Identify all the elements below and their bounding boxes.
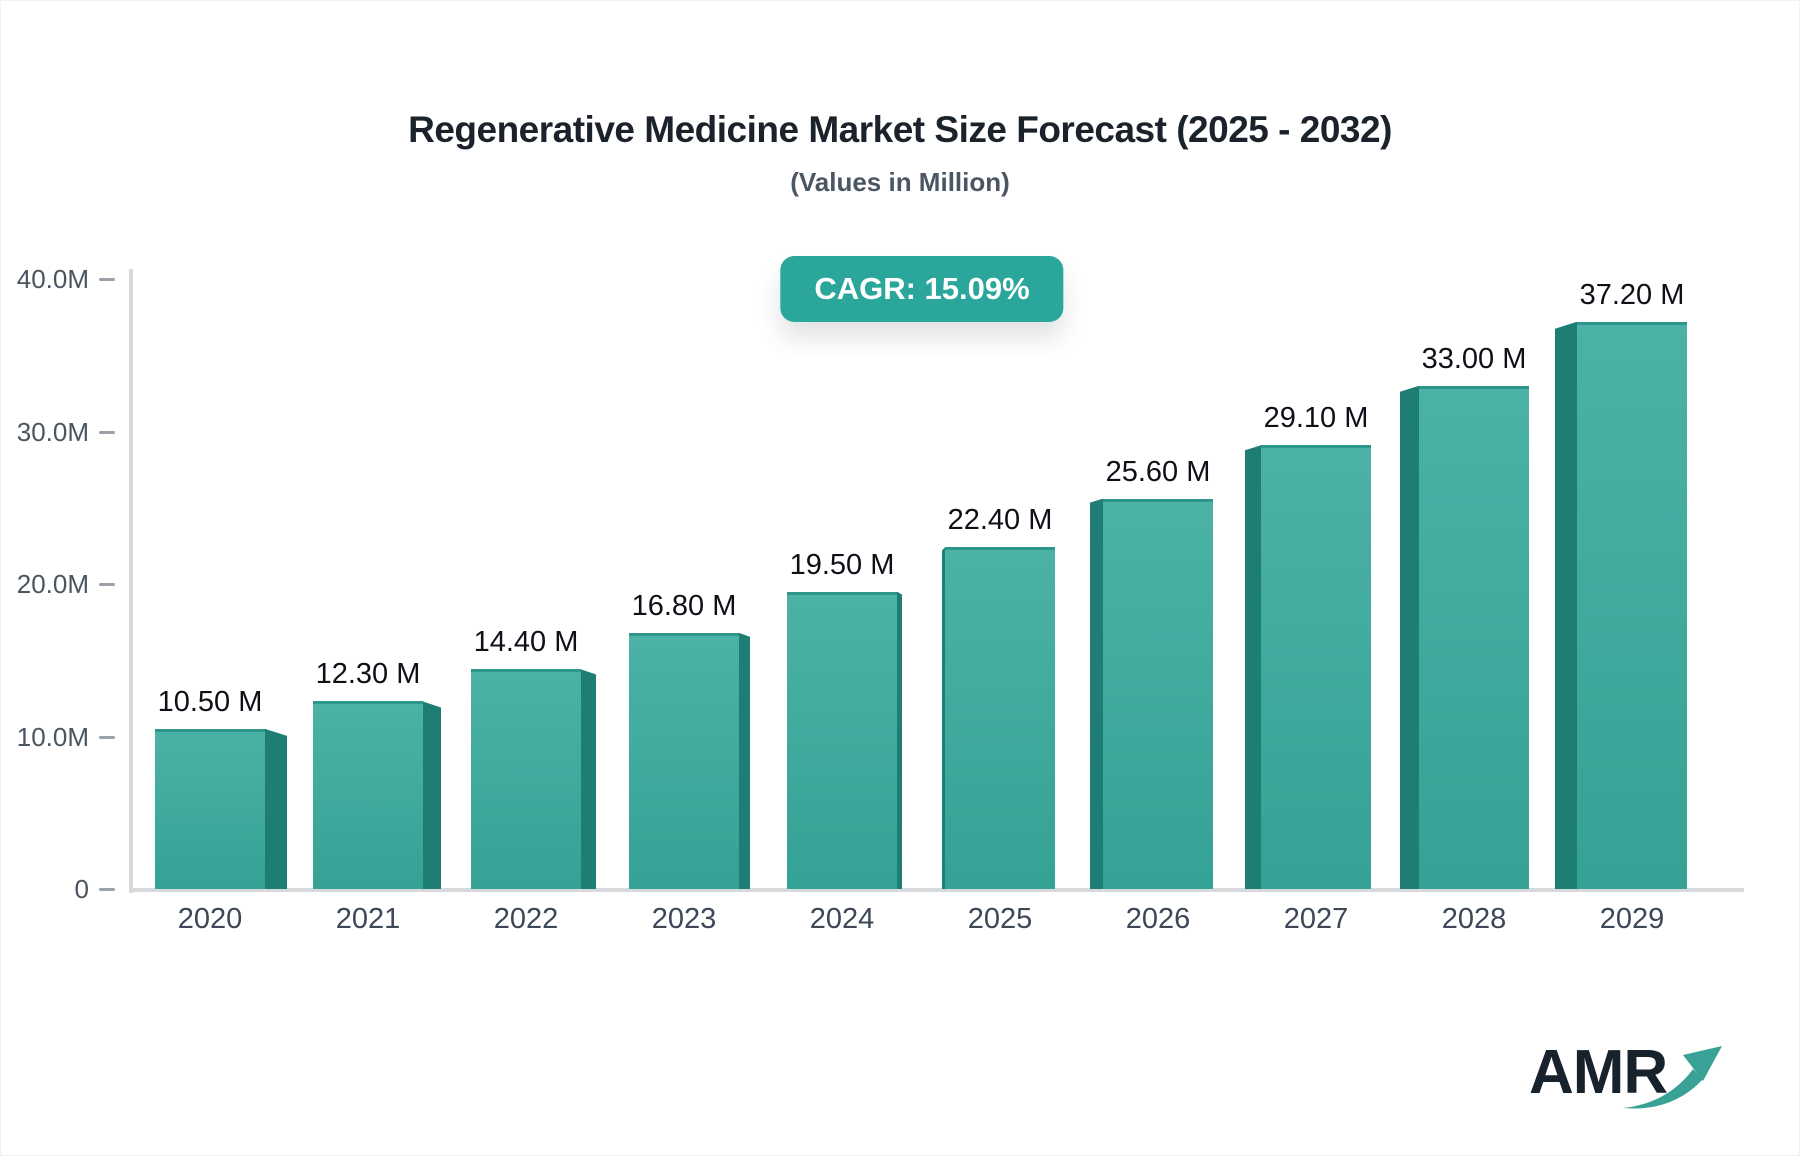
x-category-label: 2023: [651, 903, 717, 935]
y-tick-mark: [99, 735, 115, 739]
bar-value-label: 33.00 M: [1421, 342, 1527, 375]
bar-group: 16.80 M 2023: [605, 279, 763, 935]
bar-value-label: 10.50 M: [157, 685, 263, 718]
bar-face: [1103, 498, 1213, 889]
bar-face: [787, 591, 897, 889]
bar-value-label: 22.40 M: [947, 504, 1053, 537]
bar-face: [629, 632, 739, 889]
chart-subtitle: (Values in Million): [790, 167, 1010, 197]
bar-face: [945, 547, 1055, 889]
bar-value-label: 14.40 M: [473, 626, 579, 659]
bar-face: [471, 669, 581, 889]
y-tick-mark: [99, 583, 115, 586]
bar-face: [1261, 445, 1371, 889]
bar-side: [1555, 321, 1577, 889]
bar-group: 22.40 M 2025: [921, 279, 1079, 935]
bar-face: [155, 728, 265, 889]
x-category-label: 2026: [1125, 903, 1191, 935]
y-tick-mark: [99, 278, 115, 281]
bar-value-label: 29.10 M: [1263, 402, 1369, 435]
bar-side: [739, 632, 750, 889]
bar-side: [581, 669, 596, 889]
bar-group: 25.60 M 2026: [1079, 279, 1237, 935]
bar-value-label: 19.50 M: [789, 548, 895, 581]
plot-area: 0 10.0M 20.0M 30.0M 40.0M 10.50 M 2020 12.30 M 2…: [17, 264, 1744, 935]
bar-group: 14.40 M 2022: [447, 279, 605, 935]
amr-logo: AMR: [1529, 1029, 1729, 1121]
amr-logo-arrow-icon: [1623, 1046, 1722, 1109]
x-category-label: 2022: [493, 903, 559, 935]
bar-face: [1419, 385, 1529, 889]
x-category-label: 2024: [809, 903, 875, 935]
bar-side: [265, 728, 287, 889]
y-tick-label: 40.0M: [16, 264, 89, 294]
bar-face: [1577, 321, 1687, 889]
y-tick-mark: [99, 430, 115, 434]
y-tick-mark: [99, 888, 115, 891]
x-category-label: 2020: [177, 903, 243, 935]
y-tick-label: 10.0M: [16, 721, 89, 752]
x-category-label: 2029: [1599, 903, 1665, 935]
x-category-label: 2021: [335, 903, 401, 935]
y-tick-label: 30.0M: [16, 416, 89, 447]
chart-title: Regenerative Medicine Market Size Foreca…: [408, 109, 1392, 150]
bar-group: 29.10 M 2027: [1237, 279, 1395, 935]
bar-value-label: 37.20 M: [1579, 278, 1685, 311]
bar-side: [423, 701, 441, 889]
y-tick-label: 0: [74, 874, 89, 904]
bar-side: [942, 547, 945, 889]
x-category-label: 2027: [1283, 903, 1349, 935]
bar-face: [313, 701, 423, 889]
bar-group: 37.20 M 2029: [1553, 279, 1711, 935]
cagr-badge-label: CAGR: 15.09%: [814, 271, 1030, 306]
bar-group: 12.30 M 2021: [289, 279, 447, 935]
x-category-label: 2028: [1441, 903, 1507, 935]
y-axis-line: [129, 269, 133, 893]
bar-side: [1400, 385, 1419, 889]
bar-group: 33.00 M 2028: [1395, 279, 1553, 935]
bar-group: 10.50 M 2020: [131, 279, 289, 935]
bar-value-label: 16.80 M: [631, 589, 737, 622]
bar-value-label: 12.30 M: [315, 658, 421, 691]
bar-value-label: 25.60 M: [1105, 455, 1211, 488]
bar-side: [897, 591, 902, 889]
y-tick-label: 20.0M: [16, 569, 89, 599]
bar-group: 19.50 M 2024: [763, 279, 921, 935]
x-category-label: 2025: [967, 903, 1033, 935]
cagr-badge: CAGR: 15.09%: [780, 256, 1064, 322]
amr-logo-text: AMR: [1529, 1038, 1668, 1107]
bar-side: [1090, 498, 1103, 889]
x-axis-baseline: [129, 888, 1744, 892]
bar-side: [1245, 445, 1261, 889]
